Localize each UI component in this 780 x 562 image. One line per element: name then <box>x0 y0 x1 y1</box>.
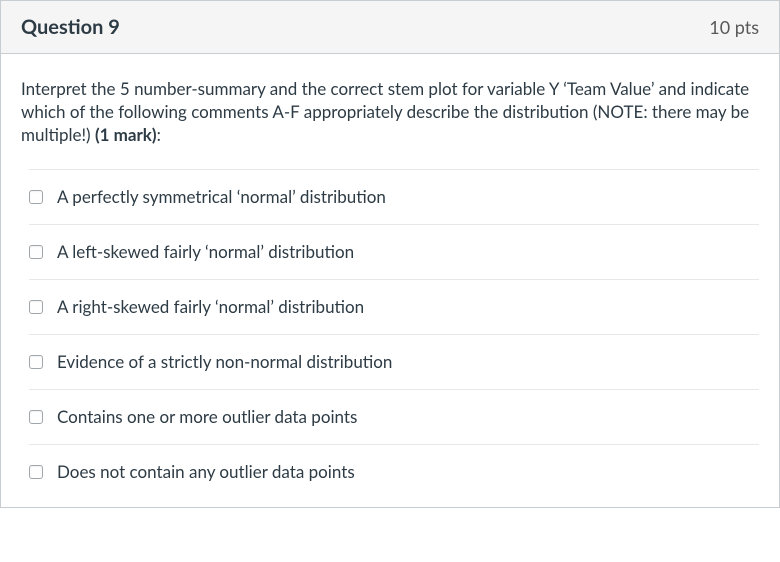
question-header: Question 9 10 pts <box>1 1 779 54</box>
answer-row[interactable]: Does not contain any outlier data points <box>29 444 759 483</box>
question-card: Question 9 10 pts Interpret the 5 number… <box>0 0 780 508</box>
checkbox-icon[interactable] <box>29 465 43 479</box>
question-body: Interpret the 5 number-summary and the c… <box>1 54 779 507</box>
answer-row[interactable]: A right-skewed fairly ‘normal’ distribut… <box>29 279 759 334</box>
answer-label: A perfectly symmetrical ‘normal’ distrib… <box>57 186 386 208</box>
answer-label: Contains one or more outlier data points <box>57 406 357 428</box>
checkbox-icon[interactable] <box>29 300 43 314</box>
question-title: Question 9 <box>21 15 120 39</box>
checkbox-icon[interactable] <box>29 190 43 204</box>
checkbox-icon[interactable] <box>29 245 43 259</box>
prompt-suffix: : <box>157 124 161 145</box>
answer-row[interactable]: Contains one or more outlier data points <box>29 389 759 444</box>
prompt-bold: (1 mark) <box>95 124 157 145</box>
answers-list: A perfectly symmetrical ‘normal’ distrib… <box>21 169 759 484</box>
answer-label: A left-skewed fairly ‘normal’ distributi… <box>57 241 354 263</box>
answer-row[interactable]: A left-skewed fairly ‘normal’ distributi… <box>29 224 759 279</box>
answer-label: Does not contain any outlier data points <box>57 461 355 483</box>
answer-label: Evidence of a strictly non-normal distri… <box>57 351 392 373</box>
question-points: 10 pts <box>709 16 759 38</box>
answer-row[interactable]: Evidence of a strictly non-normal distri… <box>29 334 759 389</box>
checkbox-icon[interactable] <box>29 410 43 424</box>
answer-row[interactable]: A perfectly symmetrical ‘normal’ distrib… <box>29 169 759 224</box>
answer-label: A right-skewed fairly ‘normal’ distribut… <box>57 296 364 318</box>
checkbox-icon[interactable] <box>29 355 43 369</box>
question-prompt: Interpret the 5 number-summary and the c… <box>21 78 759 147</box>
